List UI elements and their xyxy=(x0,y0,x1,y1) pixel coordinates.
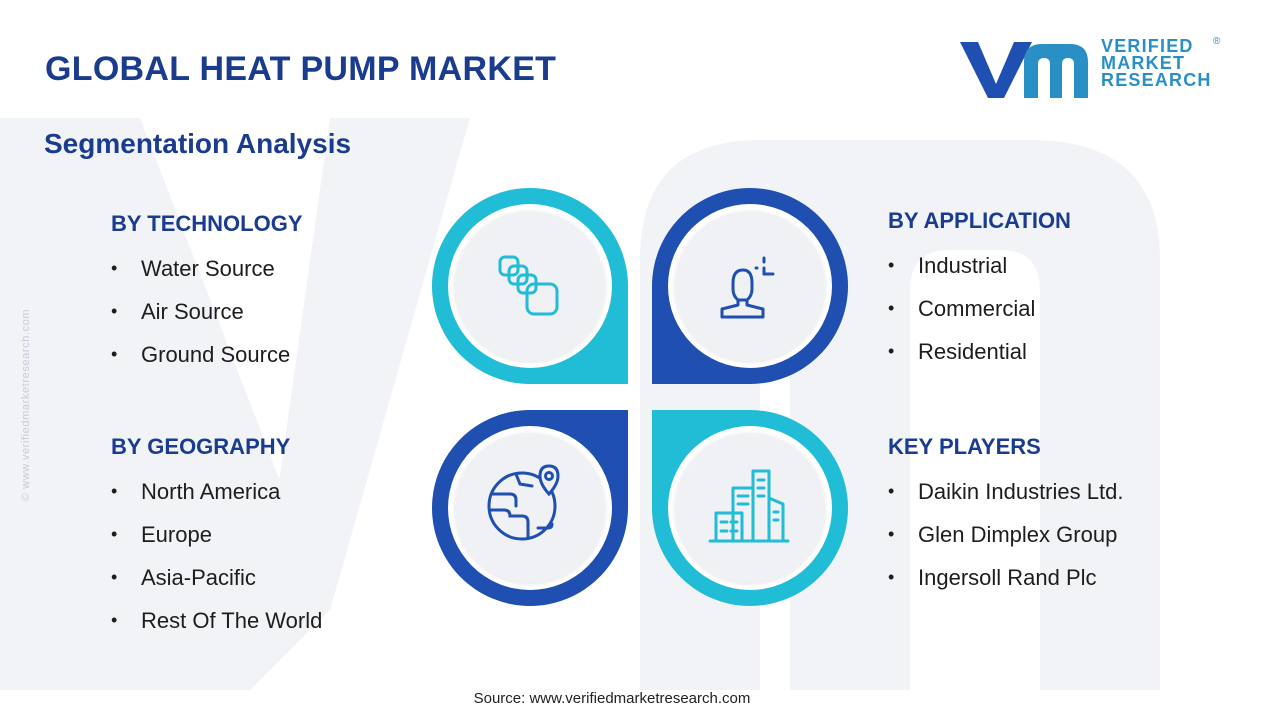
segment-key-players: KEY PLAYERS Daikin Industries Ltd. Glen … xyxy=(888,434,1123,599)
segment-list: Industrial Commercial Residential xyxy=(888,244,1071,373)
segment-geography: BY GEOGRAPHY North America Europe Asia-P… xyxy=(111,434,322,642)
page-title: GLOBAL HEAT PUMP MARKET xyxy=(45,50,557,88)
user-with-signal-icon xyxy=(720,256,775,319)
logo-line-research: RESEARCH xyxy=(1101,70,1212,90)
petal-key-players xyxy=(652,410,848,606)
company-logo: VERIFIED MARKET RESEARCH ® xyxy=(958,36,1228,104)
list-item: Industrial xyxy=(888,244,1071,287)
list-item: Water Source xyxy=(111,247,303,290)
segment-list: Water Source Air Source Ground Source xyxy=(111,247,303,376)
segment-heading: BY APPLICATION xyxy=(888,208,1071,233)
segment-heading: BY GEOGRAPHY xyxy=(111,434,291,459)
list-item: Air Source xyxy=(111,290,303,333)
list-item: North America xyxy=(111,470,322,513)
source-footnote: Source: www.verifiedmarketresearch.com xyxy=(473,690,751,707)
segment-list: Daikin Industries Ltd. Glen Dimplex Grou… xyxy=(888,470,1123,599)
page-subtitle: Segmentation Analysis xyxy=(44,128,352,159)
list-item: Daikin Industries Ltd. xyxy=(888,470,1123,513)
list-item: Rest Of The World xyxy=(111,599,322,642)
segment-heading: BY TECHNOLOGY xyxy=(111,211,303,236)
logo-line-verified: VERIFIED xyxy=(1101,36,1194,56)
list-item: Ground Source xyxy=(111,333,303,376)
petal-application xyxy=(652,188,848,384)
stacked-blocks-icon xyxy=(498,255,559,316)
list-item: Asia-Pacific xyxy=(111,556,322,599)
side-watermark-text: © www.verifiedmarketresearch.com xyxy=(20,308,32,502)
segment-technology: BY TECHNOLOGY Water Source Air Source Gr… xyxy=(111,211,303,376)
segment-list: North America Europe Asia-Pacific Rest O… xyxy=(111,470,322,642)
list-item: Glen Dimplex Group xyxy=(888,513,1123,556)
list-item: Ingersoll Rand Plc xyxy=(888,556,1123,599)
segmentation-graphic xyxy=(432,188,848,606)
list-item: Commercial xyxy=(888,287,1071,330)
list-item: Residential xyxy=(888,330,1071,373)
petal-technology xyxy=(432,188,628,384)
registered-mark: ® xyxy=(1213,36,1221,47)
segment-heading: KEY PLAYERS xyxy=(888,434,1041,459)
logo-wordmark: VERIFIED MARKET RESEARCH xyxy=(1101,36,1212,90)
city-buildings-icon xyxy=(708,469,790,543)
list-item: Europe xyxy=(111,513,322,556)
logo-line-market: MARKET xyxy=(1101,53,1186,73)
vmr-logo-mark-icon xyxy=(960,42,1088,98)
segment-application: BY APPLICATION Industrial Commercial Res… xyxy=(888,208,1071,373)
petal-geography xyxy=(432,410,628,606)
globe-location-icon xyxy=(487,464,560,541)
